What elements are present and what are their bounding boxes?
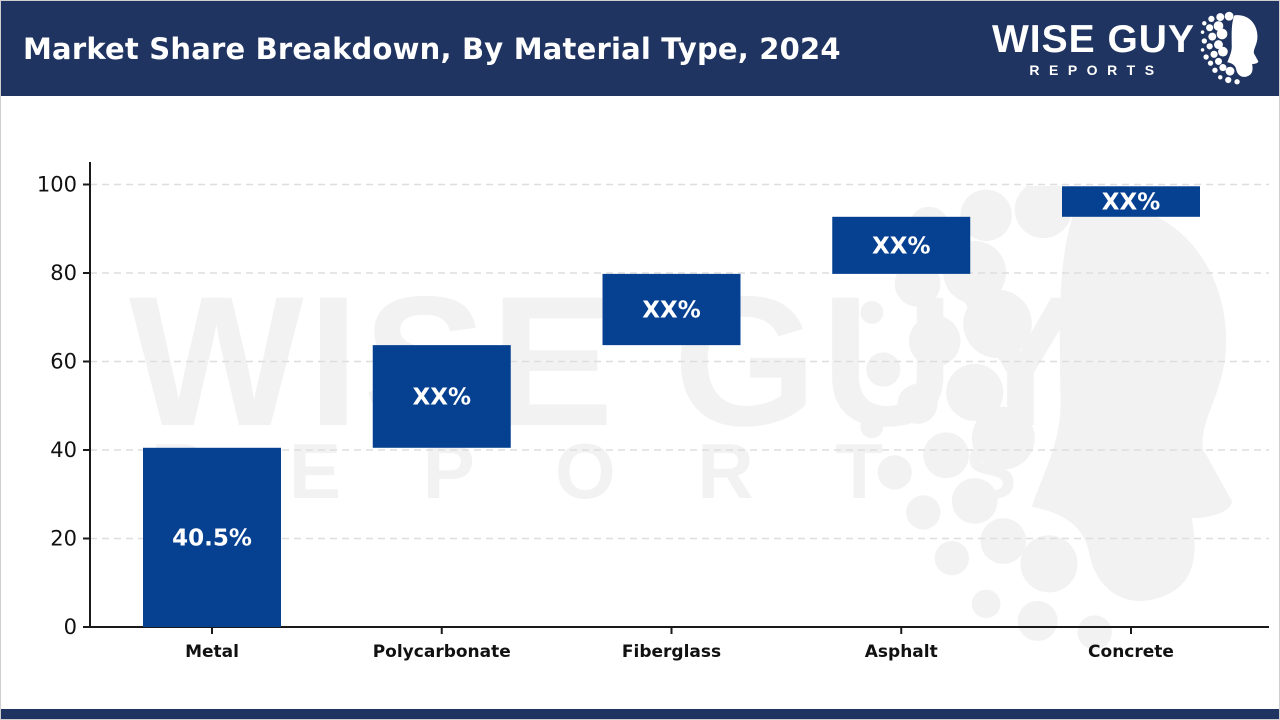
bar-metal bbox=[143, 447, 281, 627]
y-tick-label-0: 0 bbox=[64, 615, 77, 639]
bar-value-label-polycarbonate: XX% bbox=[412, 384, 471, 410]
bar-polycarbonate bbox=[372, 345, 511, 448]
bar-value-label-fiberglass: XX% bbox=[642, 298, 701, 324]
category-label-concrete: Concrete bbox=[1088, 642, 1174, 662]
page-title: Market Share Breakdown, By Material Type… bbox=[23, 31, 841, 66]
bar-value-label-metal: 40.5% bbox=[172, 525, 252, 551]
y-tick-label-40: 40 bbox=[50, 438, 77, 462]
y-tick-label-100: 100 bbox=[37, 173, 77, 197]
waterfall-chart: 0 20 40 60 80 100 40.5% Metal XX% Polycarbonate XX… bbox=[37, 162, 1269, 662]
header-bar: Market Share Breakdown, By Material Type… bbox=[1, 1, 1279, 96]
category-label-metal: Metal bbox=[185, 642, 239, 662]
bar-fiberglass bbox=[602, 273, 741, 346]
bar-value-label-asphalt: XX% bbox=[872, 233, 931, 259]
bar-value-label-concrete: XX% bbox=[1102, 190, 1161, 216]
category-label-polycarbonate: Polycarbonate bbox=[373, 642, 511, 662]
footer-bar bbox=[1, 709, 1279, 719]
y-tick-label-80: 80 bbox=[50, 261, 77, 285]
y-tick-label-60: 60 bbox=[50, 350, 77, 374]
y-tick-label-20: 20 bbox=[50, 527, 77, 551]
category-label-fiberglass: Fiberglass bbox=[622, 642, 721, 662]
logo-wordmark: WISE GUY bbox=[991, 18, 1195, 61]
chart-area: WISE GUY R E P O R T S 02040608010040.5%… bbox=[1, 96, 1279, 711]
wiseguy-logo: WISE GUY REPORTS bbox=[992, 11, 1261, 87]
logo-text: WISE GUY REPORTS bbox=[992, 20, 1195, 77]
logo-face-icon bbox=[1200, 11, 1259, 84]
category-label-asphalt: Asphalt bbox=[865, 642, 938, 662]
logo-subtitle: REPORTS bbox=[1029, 62, 1164, 78]
